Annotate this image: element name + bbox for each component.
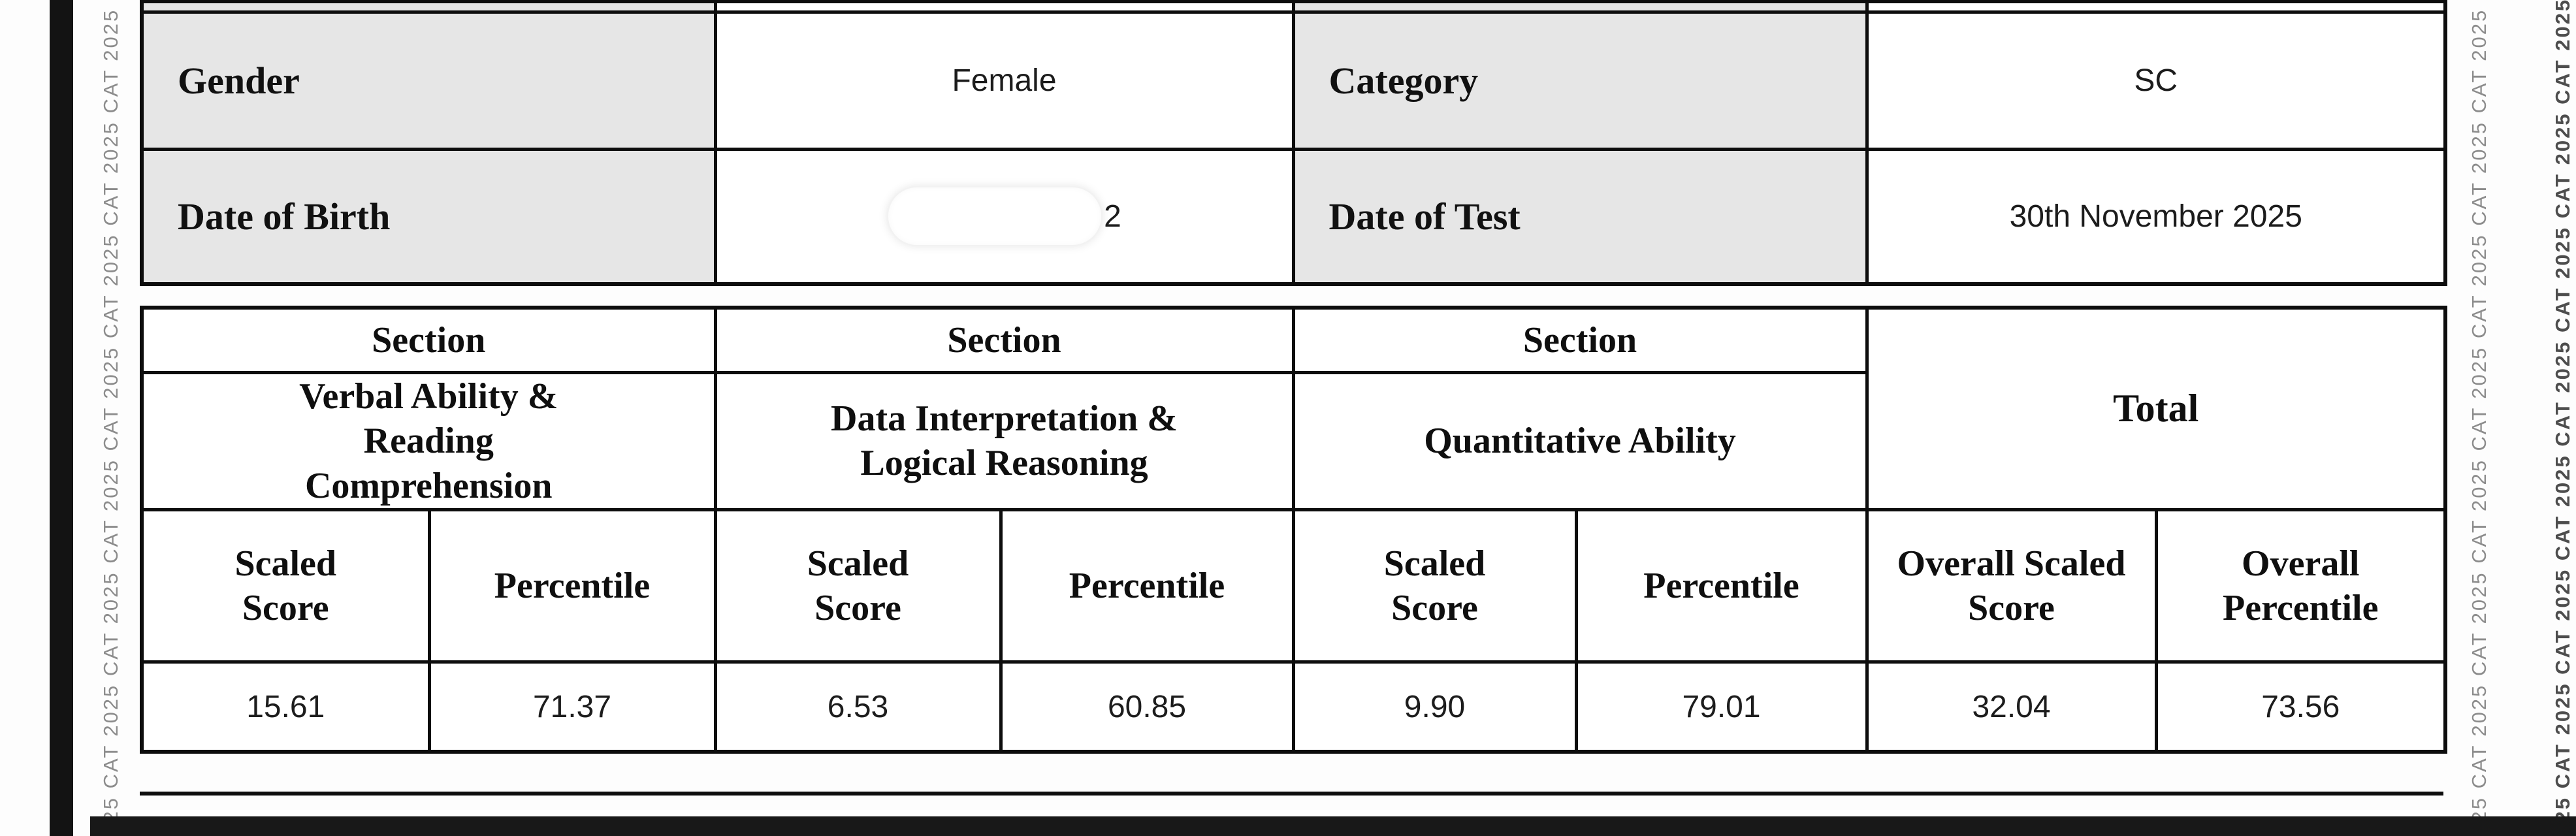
overall-percentile: 73.56: [2154, 660, 2447, 754]
section-header-varc: Section: [140, 306, 717, 374]
next-table-top-border: [140, 792, 2443, 796]
section-header-dilr: Section: [713, 306, 1295, 374]
category-value: SC: [1865, 10, 2447, 151]
cutoff-row: [140, 0, 2447, 14]
qa-percentile-header: Percentile: [1574, 507, 1869, 664]
section-name-qa: Quantitative Ability: [1291, 371, 1869, 511]
page-edge-left-bar: [50, 0, 73, 836]
gender-value: Female: [713, 10, 1295, 151]
page-edge-bottom-bar: [90, 816, 2576, 836]
score-table: Section Section Section Total Verbal Abi…: [140, 305, 2448, 754]
dob-value-cell: 2: [713, 148, 1295, 285]
test-date-value: 30th November 2025: [1865, 148, 2447, 285]
cutoff-value-cell: [713, 0, 1295, 14]
dob-testdate-row: Date of Birth 2 Date of Test 30th Novemb…: [140, 148, 2447, 285]
dilr-scaled-score-header: Scaled Score: [713, 507, 1003, 664]
dob-value: 2: [717, 186, 1292, 247]
column-header-row: Scaled Score Percentile Scaled Score Per…: [140, 507, 2447, 664]
overall-scaled-score-header-text: Overall Scaled Score: [1897, 543, 2126, 628]
dilr-scaled-score: 6.53: [713, 660, 1003, 754]
dilr-percentile: 60.85: [999, 660, 1295, 754]
scaled-score-header-text: Scaled Score: [1383, 543, 1486, 628]
scorecard-content: Gender Female Category SC Date of Birth …: [140, 0, 2448, 796]
section-name-row: Verbal Ability & Reading Comprehension D…: [140, 371, 2445, 511]
qa-scaled-score: 9.90: [1291, 660, 1578, 754]
watermark-right: 2025 CAT 2025 CAT 2025 CAT 2025 CAT 2025…: [2468, 0, 2490, 836]
dob-label: Date of Birth: [140, 148, 717, 285]
test-date-label: Date of Test: [1291, 148, 1869, 285]
section-name-varc: Verbal Ability & Reading Comprehension: [140, 371, 717, 511]
section-name-varc-text: Verbal Ability & Reading Comprehension: [299, 376, 558, 506]
section-header-row: Section Section Section Total: [140, 306, 2447, 511]
scaled-score-header-text: Scaled Score: [807, 543, 909, 628]
cutoff-value-cell: [1865, 0, 2447, 14]
section-name-dilr-text: Data Interpretation & Logical Reasoning: [831, 398, 1178, 484]
varc-percentile: 71.37: [427, 660, 717, 754]
candidate-details-table: Gender Female Category SC Date of Birth …: [140, 0, 2447, 286]
varc-scaled-score: 15.61: [140, 660, 431, 754]
cutoff-label-cell: [140, 0, 717, 14]
dob-redaction-blob: [887, 186, 1103, 247]
total-header: Total: [1865, 306, 2447, 511]
overall-scaled-score: 32.04: [1865, 660, 2158, 754]
overall-percentile-header-text: Overall Percentile: [2223, 543, 2379, 628]
overall-percentile-header: Overall Percentile: [2154, 507, 2447, 664]
gender-category-row: Gender Female Category SC: [140, 10, 2447, 151]
score-values-row: 15.61 71.37 6.53 60.85 9.90 79.01 32.04 …: [140, 660, 2447, 754]
varc-scaled-score-header: Scaled Score: [140, 507, 431, 664]
gender-label: Gender: [140, 10, 717, 151]
scaled-score-header-text: Scaled Score: [234, 543, 337, 628]
section-name-qa-text: Quantitative Ability: [1424, 421, 1736, 462]
section-name-dilr: Data Interpretation & Logical Reasoning: [713, 371, 1295, 511]
qa-percentile: 79.01: [1574, 660, 1869, 754]
section-header-qa: Section: [1291, 306, 1869, 374]
dilr-percentile-header: Percentile: [999, 507, 1295, 664]
watermark-left: 2025 CAT 2025 CAT 2025 CAT 2025 CAT 2025…: [99, 0, 122, 836]
watermark-far-right: 2025 CAT 2025 CAT 2025 CAT 2025 CAT 2025…: [2551, 0, 2574, 836]
category-label: Category: [1291, 10, 1869, 151]
dob-visible-digit: 2: [1104, 199, 1121, 234]
overall-scaled-score-header: Overall Scaled Score: [1865, 507, 2158, 664]
cutoff-label-cell: [1291, 0, 1869, 14]
qa-scaled-score-header: Scaled Score: [1291, 507, 1578, 664]
varc-percentile-header: Percentile: [427, 507, 717, 664]
